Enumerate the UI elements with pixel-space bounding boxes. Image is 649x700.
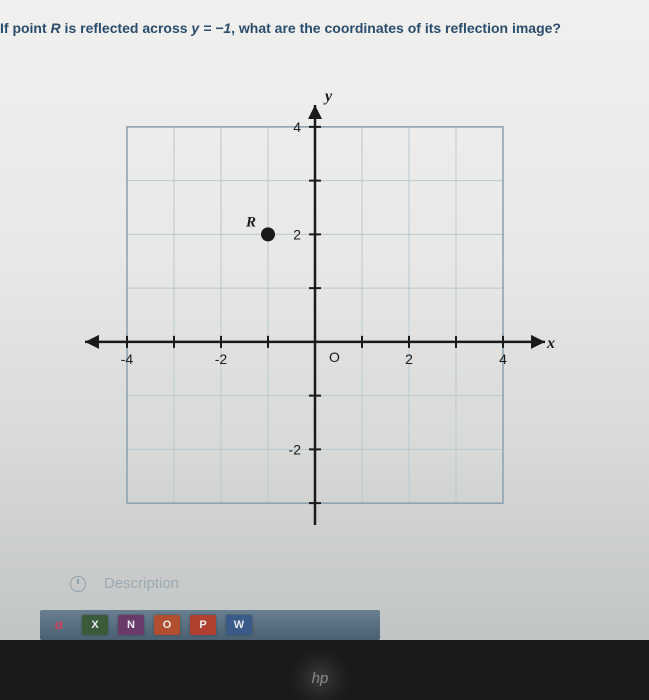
q-eq: y = −1 — [191, 20, 231, 36]
q-mid: is reflected across — [61, 20, 192, 36]
taskbar: aXNOPW — [40, 610, 380, 640]
svg-text:2: 2 — [405, 351, 413, 367]
svg-text:R: R — [245, 214, 256, 230]
hp-logo: hp — [300, 658, 340, 698]
svg-text:-4: -4 — [121, 351, 134, 367]
taskbar-item-0[interactable]: a — [46, 615, 72, 635]
q-suffix: , what are the coordinates of its reflec… — [231, 20, 561, 36]
taskbar-item-outlook[interactable]: O — [154, 615, 180, 635]
question-text: If point R is reflected across y = −1, w… — [0, 20, 640, 36]
svg-text:-2: -2 — [215, 351, 228, 367]
svg-text:2: 2 — [293, 226, 301, 242]
content-area: If point R is reflected across y = −1, w… — [0, 0, 649, 640]
coordinate-chart: -4 -2 2 4 -2 2 4 Ox y R — [50, 70, 580, 560]
q-prefix: If point — [0, 20, 51, 36]
taskbar-item-onenote[interactable]: N — [118, 615, 144, 635]
hp-label: hp — [312, 670, 329, 687]
q-point: R — [51, 20, 61, 36]
svg-text:-2: -2 — [289, 441, 302, 457]
svg-text:O: O — [329, 349, 340, 365]
svg-text:4: 4 — [499, 351, 507, 367]
taskbar-item-word[interactable]: W — [226, 615, 252, 635]
svg-text:4: 4 — [293, 119, 301, 135]
description-row[interactable]: Description — [70, 575, 179, 592]
taskbar-item-excel[interactable]: X — [82, 615, 108, 635]
description-label: Description — [104, 575, 179, 592]
taskbar-item-powerpoint[interactable]: P — [190, 615, 216, 635]
svg-text:x: x — [546, 335, 555, 352]
chart-svg: -4 -2 2 4 -2 2 4 Ox y R — [50, 70, 580, 560]
svg-text:y: y — [323, 88, 333, 105]
clock-icon — [70, 576, 86, 592]
